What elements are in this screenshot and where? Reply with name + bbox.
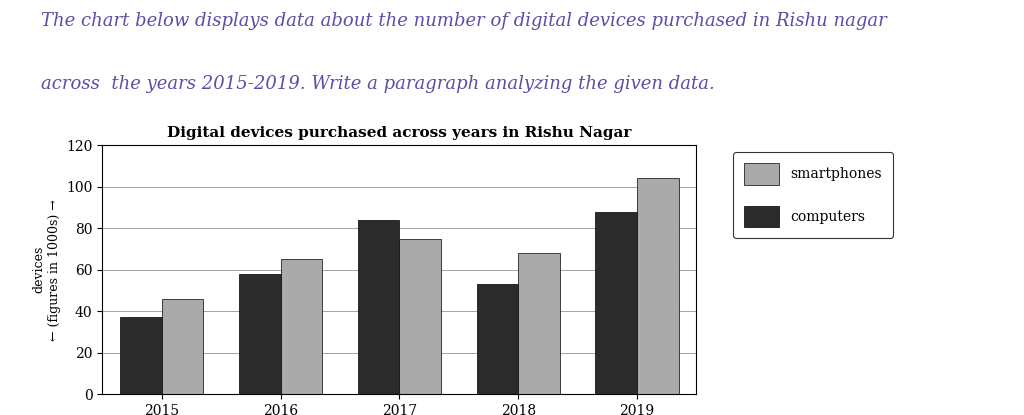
- Bar: [120, 317, 162, 394]
- Legend: smartphones, computers: smartphones, computers: [733, 152, 893, 238]
- Text: The chart below displays data about the number of digital devices purchased in R: The chart below displays data about the …: [41, 12, 887, 30]
- Bar: [637, 178, 679, 394]
- Y-axis label: devices
← (figures in 1000s) →: devices ← (figures in 1000s) →: [33, 199, 60, 341]
- Bar: [357, 220, 399, 394]
- Title: Digital devices purchased across years in Rishu Nagar: Digital devices purchased across years i…: [167, 126, 632, 140]
- Bar: [162, 299, 204, 394]
- Bar: [239, 274, 281, 394]
- Bar: [518, 253, 560, 394]
- Bar: [476, 284, 518, 394]
- Text: across  the years 2015-2019. Write a paragraph analyzing the given data.: across the years 2015-2019. Write a para…: [41, 75, 715, 93]
- Bar: [595, 212, 637, 394]
- Bar: [281, 259, 323, 394]
- Bar: [399, 239, 441, 394]
